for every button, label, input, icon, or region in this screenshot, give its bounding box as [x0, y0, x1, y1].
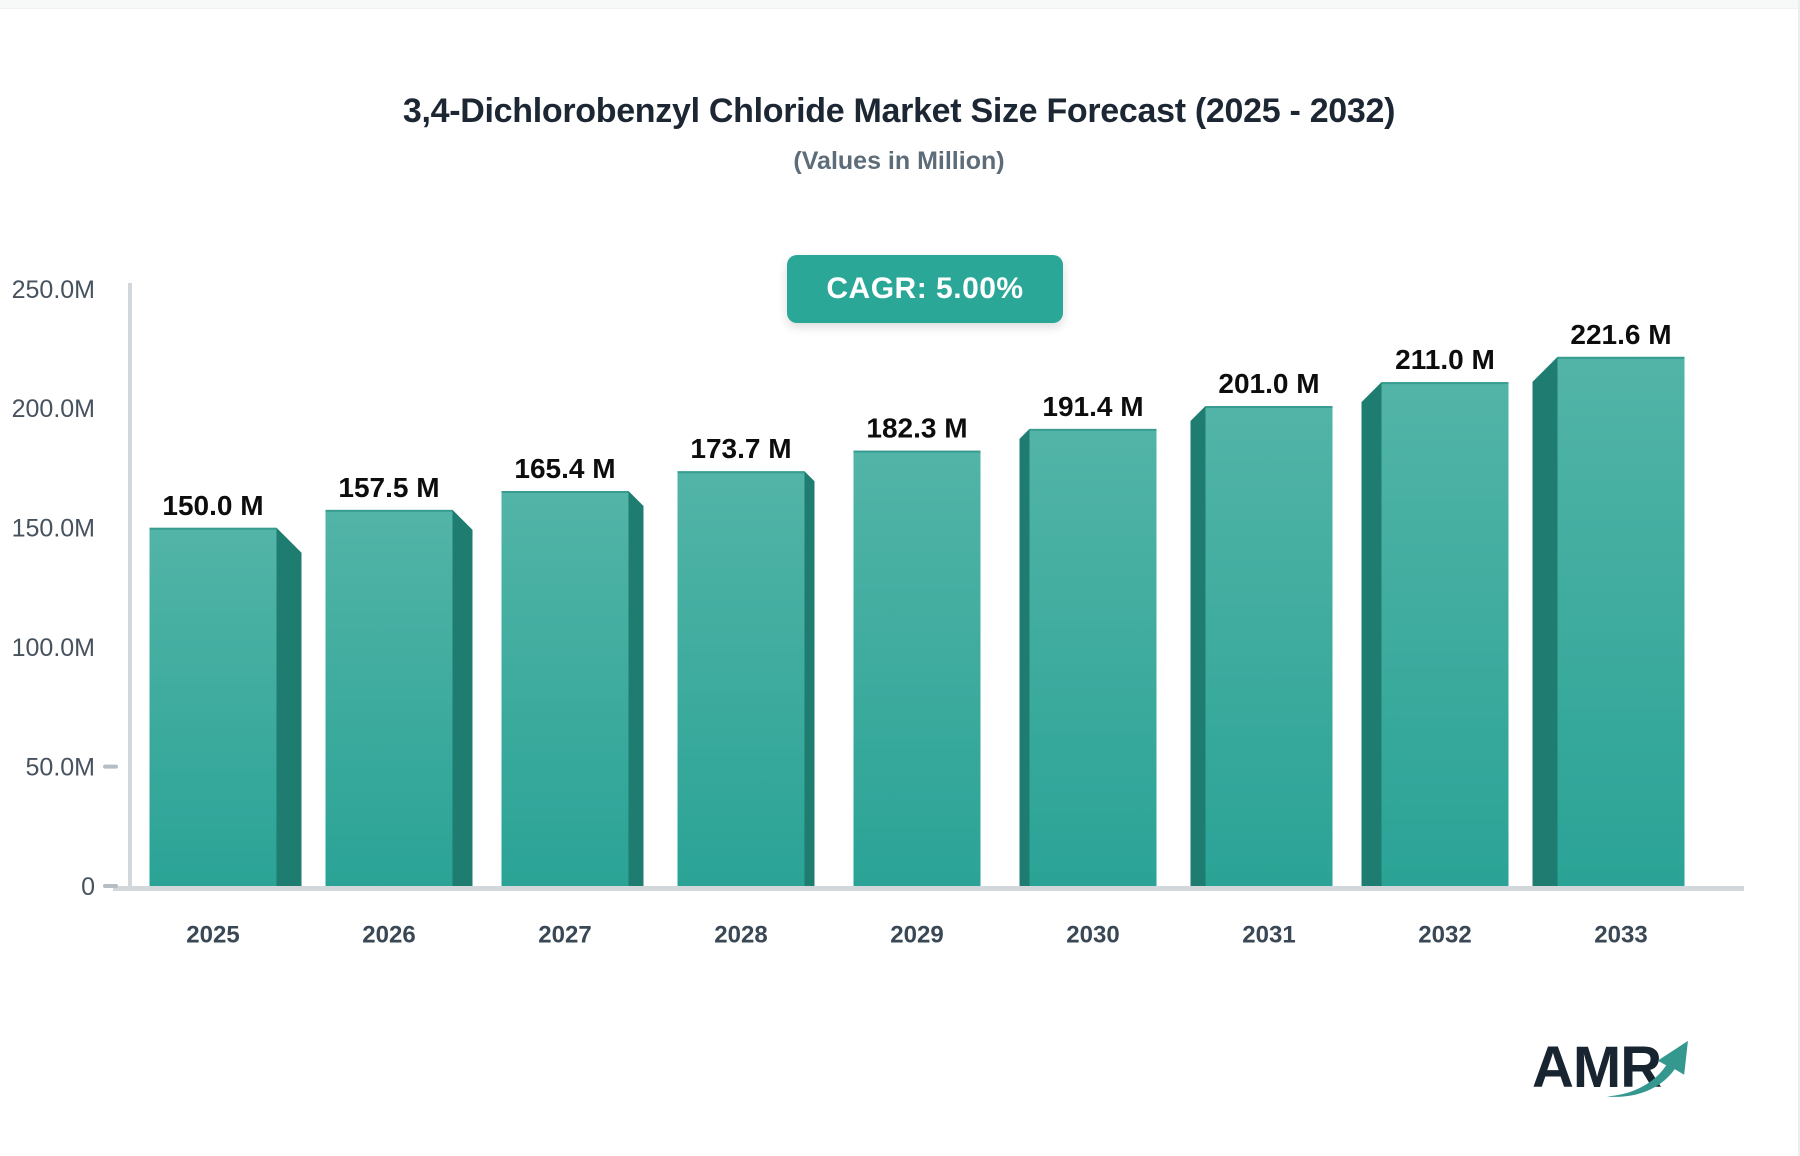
x-axis-category-label: 2033 — [1594, 921, 1647, 948]
y-axis-tick-label: 0 — [81, 873, 95, 901]
amr-logo: AMR — [1532, 1036, 1712, 1112]
bar-2031: 201.0 M 2031 — [1190, 368, 1333, 948]
x-axis-category-label: 2027 — [538, 921, 591, 948]
trend-up-arrow-icon — [1606, 1040, 1688, 1097]
bar-face — [501, 491, 629, 886]
bar-2027: 165.4 M 2027 — [501, 453, 644, 948]
bar-value-label: 165.4 M — [514, 453, 615, 484]
bar-side-3d — [276, 527, 302, 886]
bar-2029: 182.3 M 2029 — [853, 413, 981, 948]
x-axis-category-label: 2026 — [362, 921, 415, 948]
x-axis-category-label: 2029 — [890, 921, 943, 948]
bar-side-3d — [1361, 382, 1382, 886]
y-axis-tick — [103, 764, 118, 769]
bar-face — [325, 509, 453, 886]
bar-face — [149, 527, 277, 886]
bar-value-label: 211.0 M — [1395, 344, 1495, 375]
bar-value-label: 221.6 M — [1570, 319, 1671, 350]
chart-title: 3,4-Dichlorobenzyl Chloride Market Size … — [402, 92, 1396, 130]
y-axis-tick-label: 50.0M — [26, 753, 95, 781]
bar-side-3d — [628, 491, 644, 886]
bar-face — [1029, 428, 1157, 886]
y-axis-tick — [103, 884, 118, 888]
y-axis-tick-label: 100.0M — [12, 634, 95, 662]
y-axis-tick-label: 250.0M — [12, 276, 95, 304]
x-axis-line — [113, 886, 1744, 891]
bar-value-label: 157.5 M — [338, 472, 439, 503]
bar-value-label: 150.0 M — [162, 490, 263, 521]
x-axis-category-label: 2028 — [714, 921, 767, 948]
bar-face — [1381, 382, 1509, 886]
bar-value-label: 182.3 M — [866, 413, 967, 444]
x-axis-category-label: 2032 — [1418, 921, 1471, 948]
bar-2026: 157.5 M 2026 — [325, 472, 473, 948]
bar-2033: 221.6 M 2033 — [1532, 319, 1685, 948]
bar-value-label: 173.7 M — [690, 433, 791, 464]
x-axis-category-label: 2031 — [1242, 921, 1295, 948]
page-top-strip — [0, 0, 1798, 9]
cagr-badge: CAGR: 5.00% — [787, 255, 1063, 323]
x-axis-category-label: 2030 — [1066, 921, 1119, 948]
x-axis-category-label: 2025 — [186, 921, 239, 948]
bar-face — [853, 450, 981, 886]
bar-value-label: 201.0 M — [1218, 368, 1319, 399]
bar-2030: 191.4 M 2030 — [1019, 391, 1157, 948]
y-axis-tick-label: 150.0M — [12, 515, 95, 543]
bar-side-3d — [1019, 428, 1030, 886]
bar-value-label: 191.4 M — [1042, 391, 1143, 422]
bar-face — [677, 471, 805, 886]
bar-side-3d — [452, 509, 473, 886]
bar-face — [1205, 406, 1333, 886]
bar-face — [1557, 356, 1685, 886]
bar-side-3d — [1190, 406, 1206, 886]
bar-2028: 173.7 M 2028 — [677, 433, 815, 948]
y-axis-line — [128, 283, 132, 886]
cagr-badge-label: CAGR: 5.00% — [826, 272, 1024, 305]
chart-subtitle: (Values in Million) — [793, 147, 1005, 175]
bar-2032: 211.0 M 2032 — [1361, 344, 1509, 948]
y-axis-tick-label: 200.0M — [12, 395, 95, 423]
bar-side-3d — [804, 471, 815, 886]
bar-2025: 150.0 M 2025 — [149, 490, 302, 948]
bar-side-3d — [1532, 356, 1558, 886]
